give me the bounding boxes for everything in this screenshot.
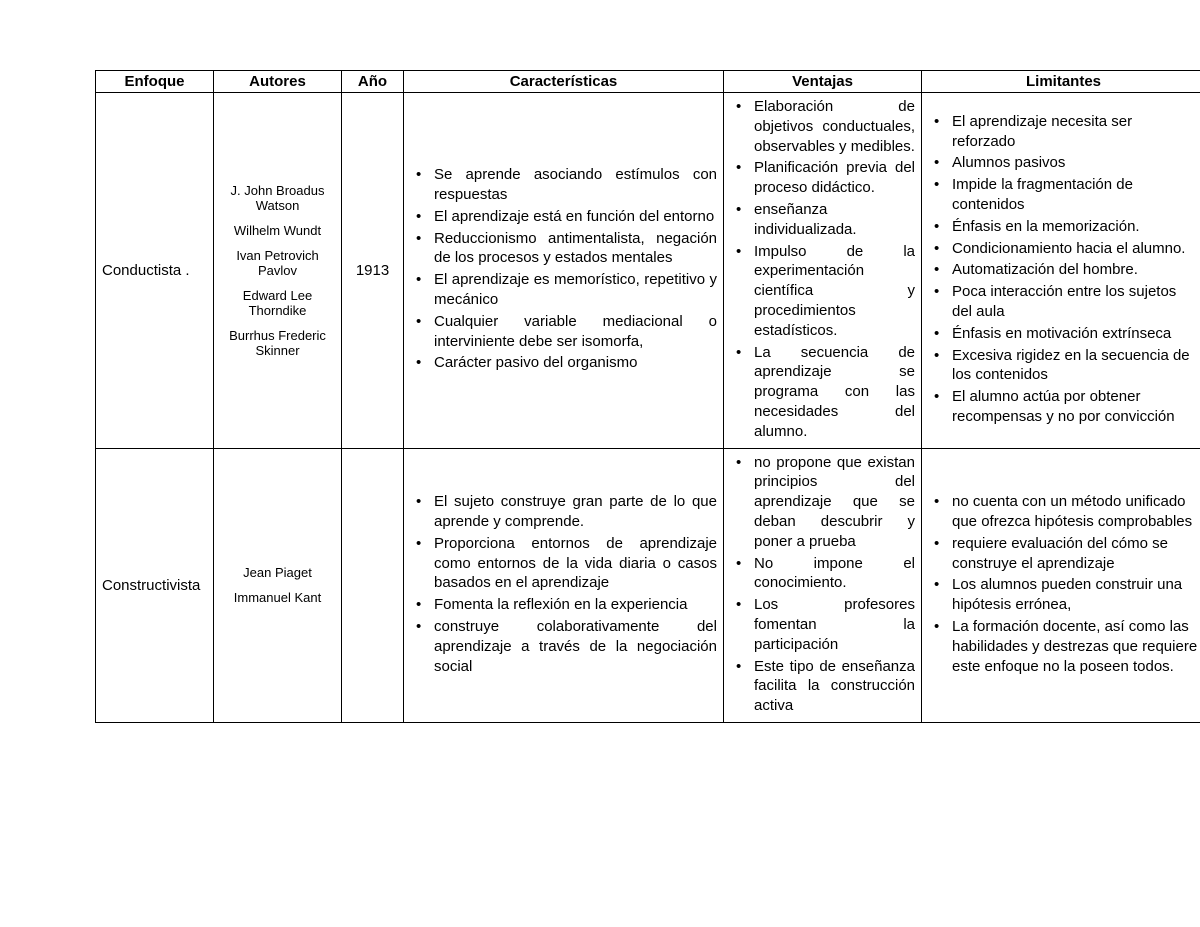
list-item: requiere evaluación del cómo se construy… [928,534,1199,574]
list-item: enseñanza individualizada. [730,200,915,240]
list-item: El aprendizaje es memorístico, repetitiv… [410,270,717,310]
list-item: Impide la fragmentación de contenidos [928,175,1199,215]
list-item: Carácter pasivo del organismo [410,353,717,373]
list-item: Este tipo de enseñanza facilita la const… [730,657,915,716]
header-autores: Autores [214,71,342,93]
table-body: Conductista .J. John Broadus Watson Wilhe… [96,93,1200,723]
list-item: La secuencia de aprendizaje se programa … [730,343,915,442]
list-item: No impone el conocimiento. [730,554,915,594]
list-item: Énfasis en motivación extrínseca [928,324,1199,344]
list-item: no propone que existan principios del ap… [730,453,915,552]
cell-caracteristicas: Se aprende asociando estímulos con respu… [404,93,724,449]
list-item: Excesiva rigidez en la secuencia de los … [928,346,1199,386]
list-item: Alumnos pasivos [928,153,1199,173]
header-ventajas: Ventajas [724,71,922,93]
list-item: El aprendizaje está en función del entor… [410,207,717,227]
list-item: Condicionamiento hacia el alumno. [928,239,1199,259]
table-header-row: Enfoque Autores Año Características Vent… [96,71,1200,93]
list-item: Fomenta la reflexión en la experiencia [410,595,717,615]
list-item: El sujeto construye gran parte de lo que… [410,492,717,532]
author-name: Burrhus Frederic Skinner [220,328,335,358]
list-item: El aprendizaje necesita ser reforzado [928,112,1199,152]
cell-ventajas: Elaboración de objetivos conductuales, o… [724,93,922,449]
cell-limitantes: no cuenta con un método unificado que of… [922,448,1200,722]
author-name: Immanuel Kant [234,590,321,605]
cell-ano [342,448,404,722]
list-item: Los profesores fomentan la participación [730,595,915,654]
list-item: El alumno actúa por obtener recompensas … [928,387,1199,427]
comparison-table: Enfoque Autores Año Características Vent… [95,70,1200,723]
author-name: Wilhelm Wundt [234,223,321,238]
list-item: Automatización del hombre. [928,260,1199,280]
header-enfoque: Enfoque [96,71,214,93]
author-name: J. John Broadus Watson [220,183,335,213]
list-item: Los alumnos pueden construir una hipótes… [928,575,1199,615]
table-row: Constructivista Jean Piaget Immanuel Kant E… [96,448,1200,722]
cell-enfoque: Conductista . [96,93,214,449]
list-item: Se aprende asociando estímulos con respu… [410,165,717,205]
list-item: Elaboración de objetivos conductuales, o… [730,97,915,156]
author-name: Ivan Petrovich Pavlov [220,248,335,278]
cell-autores: Jean Piaget Immanuel Kant [214,448,342,722]
cell-enfoque: Constructivista [96,448,214,722]
author-name: Edward Lee Thorndike [220,288,335,318]
list-item: Poca interacción entre los sujetos del a… [928,282,1199,322]
list-item: Énfasis en la memorización. [928,217,1199,237]
cell-autores: J. John Broadus Watson Wilhelm Wundt Ivan … [214,93,342,449]
list-item: no cuenta con un método unificado que of… [928,492,1199,532]
author-name: Jean Piaget [243,565,312,580]
list-item: Planificación previa del proceso didácti… [730,158,915,198]
cell-ventajas: no propone que existan principios del ap… [724,448,922,722]
cell-ano: 1913 [342,93,404,449]
list-item: Cualquier variable mediacional o intervi… [410,312,717,352]
header-caracteristicas: Características [404,71,724,93]
header-ano: Año [342,71,404,93]
list-item: Impulso de la experimentación científica… [730,242,915,341]
list-item: Proporciona entornos de aprendizaje como… [410,534,717,593]
cell-caracteristicas: El sujeto construye gran parte de lo que… [404,448,724,722]
table-row: Conductista .J. John Broadus Watson Wilhe… [96,93,1200,449]
list-item: La formación docente, así como las habil… [928,617,1199,676]
header-limitantes: Limitantes [922,71,1200,93]
list-item: Reduccionismo antimentalista, negación d… [410,229,717,269]
cell-limitantes: El aprendizaje necesita ser reforzadoAlu… [922,93,1200,449]
list-item: construye colaborativamente del aprendiz… [410,617,717,676]
